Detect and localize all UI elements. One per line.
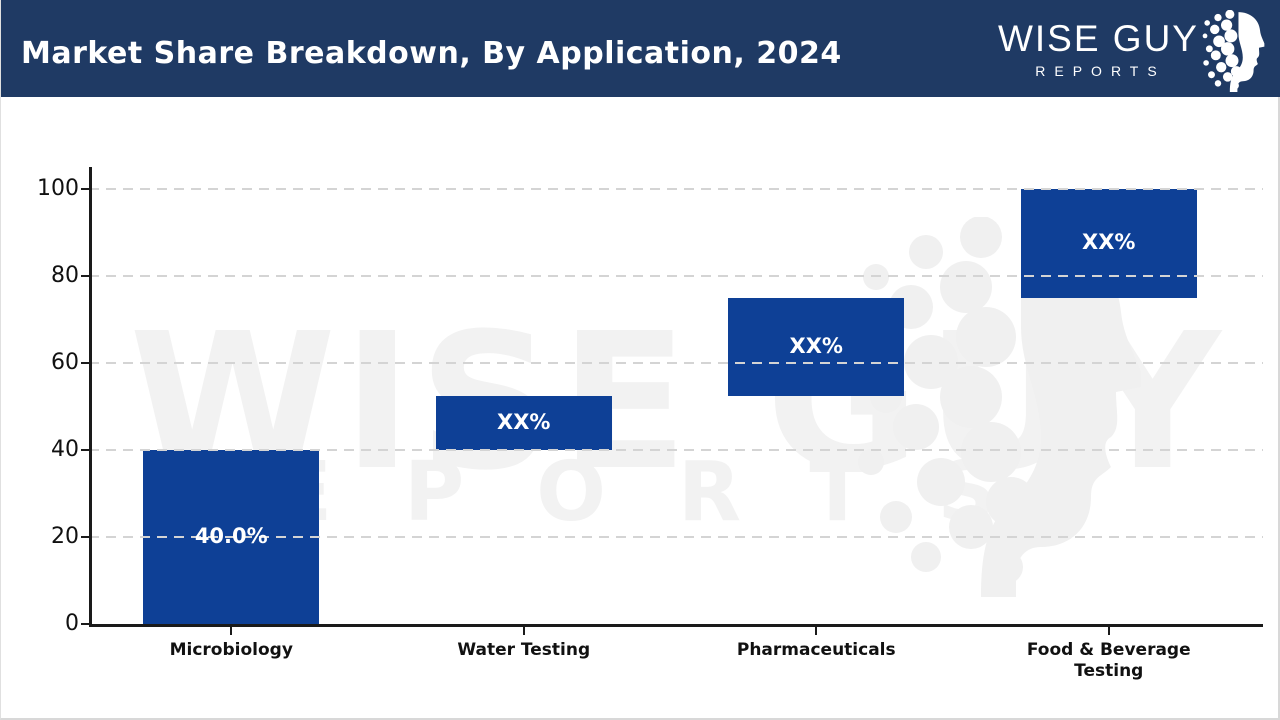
x-axis-tick-mark [522,627,525,635]
chart-plot-area: WISE GUY REPORTS 0 20 40 60 80 100 40.0% Microb… [1,97,1280,720]
y-axis-tick-mark [81,362,89,364]
x-axis-tick-mark [815,627,818,635]
bar-value-label: XX% [1082,230,1136,255]
x-axis-category-label: Food & Beverage Testing [1026,640,1191,682]
x-axis-tick-mark [1107,627,1110,635]
y-axis-tick-mark [81,449,89,451]
face-logo-icon [1199,9,1265,96]
y-axis-tick-label: 20 [51,524,79,549]
bar-value-label: XX% [789,333,843,358]
y-axis-tick-label: 0 [65,611,79,636]
chart-title: Market Share Breakdown, By Application, … [21,36,842,71]
gridline-100 [89,188,1263,190]
y-axis-line [89,167,92,627]
bar-water-testing [435,395,612,450]
brand-logo: WISE GUY REPORTS [998,6,1267,92]
y-axis-tick-label: 60 [51,350,79,375]
y-axis-tick-mark [81,275,89,277]
gridline-40 [89,449,1263,451]
x-axis-line [89,624,1263,627]
y-axis-tick-mark [81,536,89,538]
gridline-60 [89,362,1263,364]
brand-subtitle: REPORTS [1035,63,1166,79]
x-axis-category-label: Water Testing [457,640,591,660]
bar-value-label: XX% [497,409,551,434]
bar-food-beverage-testing [1020,189,1197,298]
y-axis-tick-label: 100 [37,176,79,201]
x-axis-category-label: Pharmaceuticals [736,640,896,660]
y-axis-tick-label: 40 [51,437,79,462]
y-axis-tick-mark [81,623,89,625]
bar-value-label: 40.0% [194,524,268,548]
brand-name: WISE GUY [997,18,1199,59]
x-axis-category-label: Microbiology [169,640,293,660]
gridline-80 [89,275,1263,277]
y-axis-tick-mark [81,188,89,190]
y-axis-tick-label: 80 [51,263,79,288]
header-bar: Market Share Breakdown, By Application, … [1,0,1280,97]
x-axis-tick-mark [230,627,233,635]
bar-pharmaceuticals [728,297,905,396]
brand-wordmark: WISE GUY REPORTS [998,20,1199,79]
gridline-20 [89,536,1263,538]
